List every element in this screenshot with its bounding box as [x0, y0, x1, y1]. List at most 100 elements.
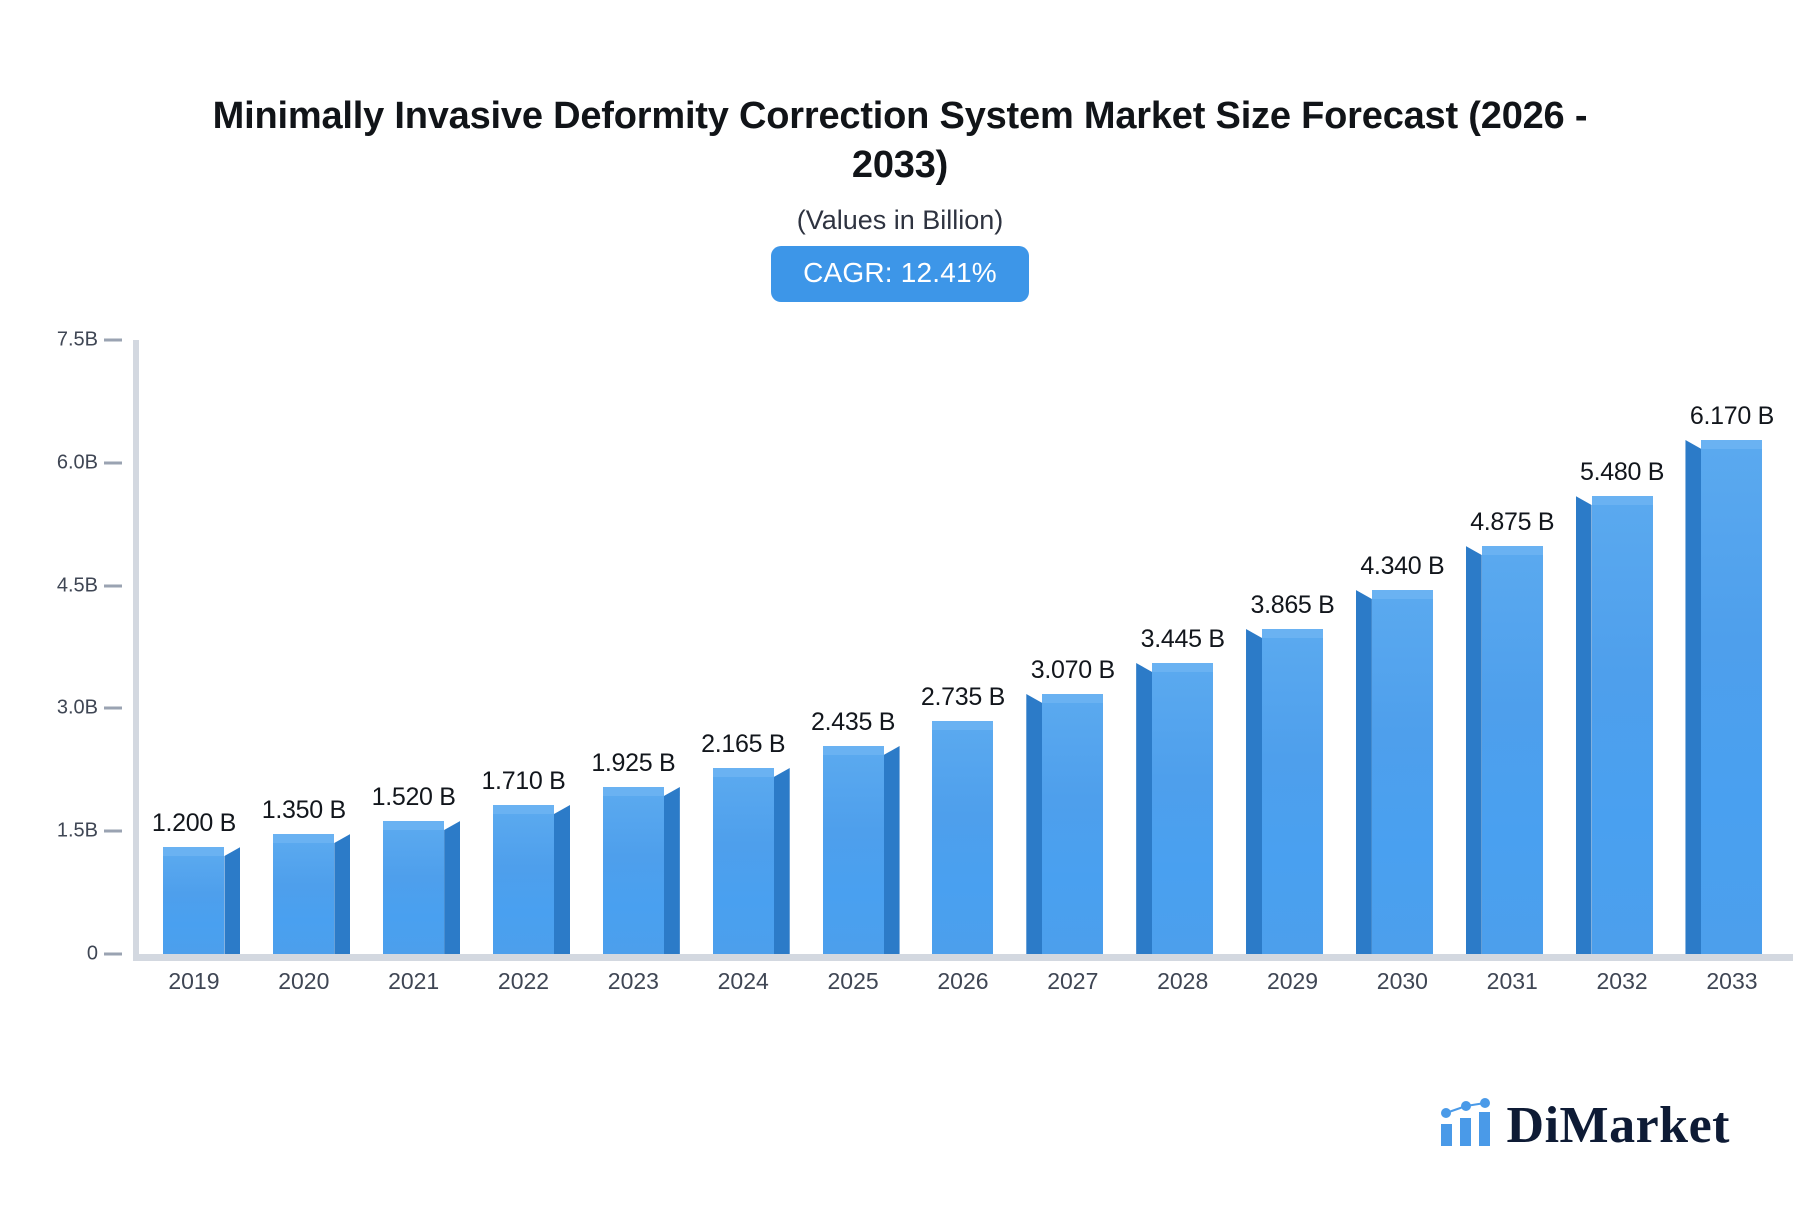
bar[interactable]: 6.170 B: [1685, 402, 1774, 954]
x-tick-label: 2020: [278, 968, 330, 994]
y-tick-label: 1.5B: [56, 819, 98, 842]
bar[interactable]: 1.200 B: [152, 809, 241, 954]
y-tick-mark: [104, 461, 122, 465]
y-tick-label: 0: [86, 942, 98, 965]
bar-side-face: [663, 787, 680, 954]
bar-value-label: 4.340 B: [1360, 552, 1445, 580]
bar-top-face: [932, 721, 994, 730]
bar-front-face: [1152, 672, 1214, 954]
bar-side-face: [444, 821, 461, 954]
x-tick-label: 2028: [1157, 968, 1209, 994]
bar-front-face: [1371, 599, 1433, 954]
y-tick-label: 7.5B: [56, 328, 98, 351]
bar-top-face: [1591, 496, 1653, 505]
bar-front-face: [1042, 703, 1104, 954]
bar-slot: 3.865 B: [1238, 340, 1348, 954]
bar-side-face: [1246, 629, 1263, 954]
x-tick-label: 2021: [388, 968, 440, 994]
bar-side-face: [883, 746, 900, 954]
bar-slot: 3.070 B: [1018, 340, 1128, 954]
x-axis-line: [133, 954, 1793, 961]
bar-front-face: [1481, 555, 1543, 954]
bar[interactable]: 2.435 B: [811, 708, 900, 954]
bar-side-face: [1136, 663, 1153, 954]
bar-slot: 1.925 B: [578, 340, 688, 954]
bar-slot: 5.480 B: [1567, 340, 1677, 954]
bar[interactable]: 1.520 B: [372, 783, 461, 954]
bar-front-face: [822, 755, 884, 954]
bar-side-face: [334, 834, 351, 954]
bar-value-label: 2.735 B: [920, 683, 1005, 711]
bar-front-face: [602, 796, 664, 954]
logo-text: DiMarket: [1506, 1097, 1730, 1154]
x-axis-labels: 2019 2020 2021 2022 2023 2024 2025 2026 2027 2028…: [139, 968, 1787, 995]
bar-slot: 4.340 B: [1347, 340, 1457, 954]
bar-top-face: [1371, 590, 1433, 599]
x-tick-label: 2029: [1266, 968, 1319, 994]
bar-side-face: [224, 847, 241, 954]
bar-value-label: 1.925 B: [591, 749, 676, 777]
cagr-badge: CAGR: 12.41%: [771, 246, 1029, 303]
bar-slot: 6.170 B: [1677, 340, 1787, 954]
bar[interactable]: 5.480 B: [1575, 458, 1664, 954]
bar[interactable]: 1.710 B: [481, 767, 570, 954]
bar-value-label: 3.865 B: [1250, 591, 1335, 619]
bar-side-face: [773, 768, 790, 954]
x-tick-label: 2033: [1706, 968, 1758, 994]
bar[interactable]: 2.735 B: [921, 683, 1005, 954]
x-tick-label: 2031: [1486, 968, 1538, 994]
y-tick-mark: [104, 829, 122, 833]
bar-top-face: [602, 787, 664, 796]
bar-value-label: 6.170 B: [1689, 402, 1774, 430]
bar-slot: 2.165 B: [688, 340, 798, 954]
bar[interactable]: 3.070 B: [1026, 656, 1115, 954]
x-tick-label: 2023: [607, 968, 659, 994]
bar-top-face: [1152, 663, 1214, 672]
bar[interactable]: 3.865 B: [1246, 591, 1335, 954]
y-axis: 0 1.5B 3.0B 4.5B 6.0B 7.5B: [0, 329, 98, 965]
bar-side-face: [1355, 590, 1372, 954]
bar-front-face: [493, 814, 554, 954]
chart-subtitle: (Values in Billion): [796, 205, 1004, 236]
plot-area: 0 1.5B 3.0B 4.5B 6.0B 7.5B 1.200 B 1.350 B 1.52…: [0, 329, 1800, 965]
y-tick-label: 3.0B: [56, 696, 98, 719]
bar-value-label: 1.200 B: [151, 809, 236, 837]
bar-top-face: [493, 805, 554, 814]
bar-slot: 3.445 B: [1128, 340, 1238, 954]
bar-top-face: [1481, 546, 1543, 555]
bar-value-label: 1.710 B: [481, 767, 566, 795]
bar[interactable]: 4.340 B: [1355, 552, 1445, 954]
bar-slot: 4.875 B: [1457, 340, 1567, 954]
bar-value-label: 3.445 B: [1140, 625, 1225, 653]
dimarket-logo: DiMarket: [1437, 1094, 1730, 1157]
bar[interactable]: 2.165 B: [701, 730, 790, 954]
bar-slot: 1.200 B: [139, 340, 249, 954]
bar-series: 1.200 B 1.350 B 1.520 B 1.710 B 1.925 B 2.165…: [139, 340, 1787, 954]
bar-top-face: [163, 847, 225, 856]
y-tick-label: 4.5B: [56, 574, 98, 597]
bar-side-face: [1026, 694, 1043, 954]
x-tick-label: 2025: [827, 968, 879, 994]
bar-front-face: [1701, 449, 1763, 954]
x-tick-label: 2022: [497, 968, 550, 994]
x-tick-label: 2032: [1596, 968, 1648, 994]
bar-slot: 2.435 B: [798, 340, 908, 954]
bar[interactable]: 4.875 B: [1465, 508, 1555, 954]
bar-slot: 1.350 B: [249, 340, 359, 954]
bar-value-label: 3.070 B: [1030, 656, 1115, 684]
x-tick-label: 2026: [937, 968, 989, 994]
bar-chart-icon: [1437, 1094, 1495, 1157]
bar[interactable]: 1.350 B: [262, 796, 351, 954]
bar-slot: 1.520 B: [359, 340, 469, 954]
bar-slot: 1.710 B: [469, 340, 579, 954]
bar[interactable]: 1.925 B: [591, 749, 680, 954]
bar-side-face: [1465, 546, 1482, 954]
bar-top-face: [383, 821, 445, 830]
bar-value-label: 2.165 B: [701, 730, 786, 758]
bar-slot: 2.735 B: [908, 340, 1018, 954]
bar[interactable]: 3.445 B: [1136, 625, 1225, 954]
x-tick-label: 2030: [1376, 968, 1428, 994]
bar-front-face: [273, 843, 335, 954]
bar-top-face: [822, 746, 884, 755]
